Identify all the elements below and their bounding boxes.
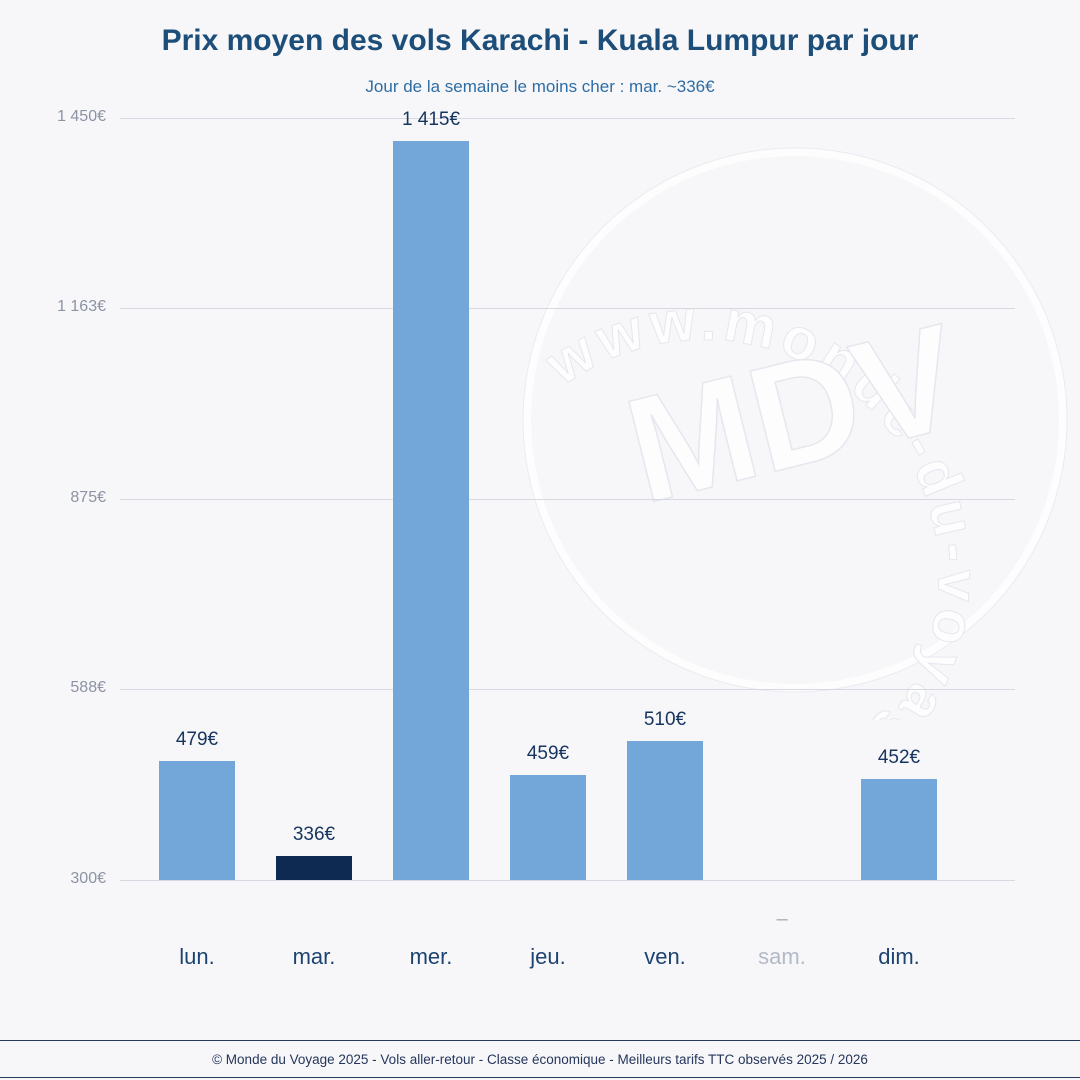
gridline (120, 308, 1015, 310)
bar-value-label: 459€ (526, 742, 570, 764)
x-tick-label: ven. (644, 944, 686, 969)
x-tick-label: jeu. (530, 944, 566, 969)
chart-subtitle: Jour de la semaine le moins cher : mar. … (365, 77, 715, 96)
x-tick-label: sam. (758, 944, 806, 969)
x-tick-label: dim. (878, 944, 920, 969)
no-data-label: – (776, 908, 788, 930)
bar-value-label: 510€ (643, 708, 687, 730)
watermark-circle-icon (523, 148, 1067, 692)
bar-value-label: 1 415€ (401, 109, 461, 131)
y-tick-label: 588€ (70, 679, 106, 697)
y-tick-label: 1 163€ (57, 298, 106, 316)
footer: © Monde du Voyage 2025 - Vols aller-reto… (0, 1040, 1080, 1078)
gridline (120, 689, 1015, 691)
bar (627, 740, 703, 880)
x-tick-label: lun. (179, 944, 215, 969)
x-tick-label: mar. (292, 944, 336, 969)
gridline (120, 880, 1015, 881)
chart-title: Prix moyen des vols Karachi - Kuala Lump… (161, 24, 919, 57)
bar (393, 141, 469, 880)
bar-highlighted (276, 856, 352, 880)
x-tick-label: mer. (409, 944, 453, 969)
y-tick-label: 300€ (70, 870, 106, 887)
gridline (120, 499, 1015, 500)
footer-text: © Monde du Voyage 2025 - Vols aller-reto… (212, 1051, 868, 1067)
gridline (120, 118, 1015, 119)
bar-value-label: 452€ (877, 747, 921, 769)
bar-value-label: 479€ (175, 729, 219, 751)
bar (861, 779, 937, 880)
y-tick-label: 875€ (70, 489, 106, 506)
bar (159, 761, 235, 880)
y-tick-label: 1 450€ (57, 108, 106, 125)
watermark: www.monde-du-voyage.com MDV (495, 147, 1068, 720)
bar (510, 774, 586, 880)
bar-value-label: 336€ (292, 824, 336, 846)
